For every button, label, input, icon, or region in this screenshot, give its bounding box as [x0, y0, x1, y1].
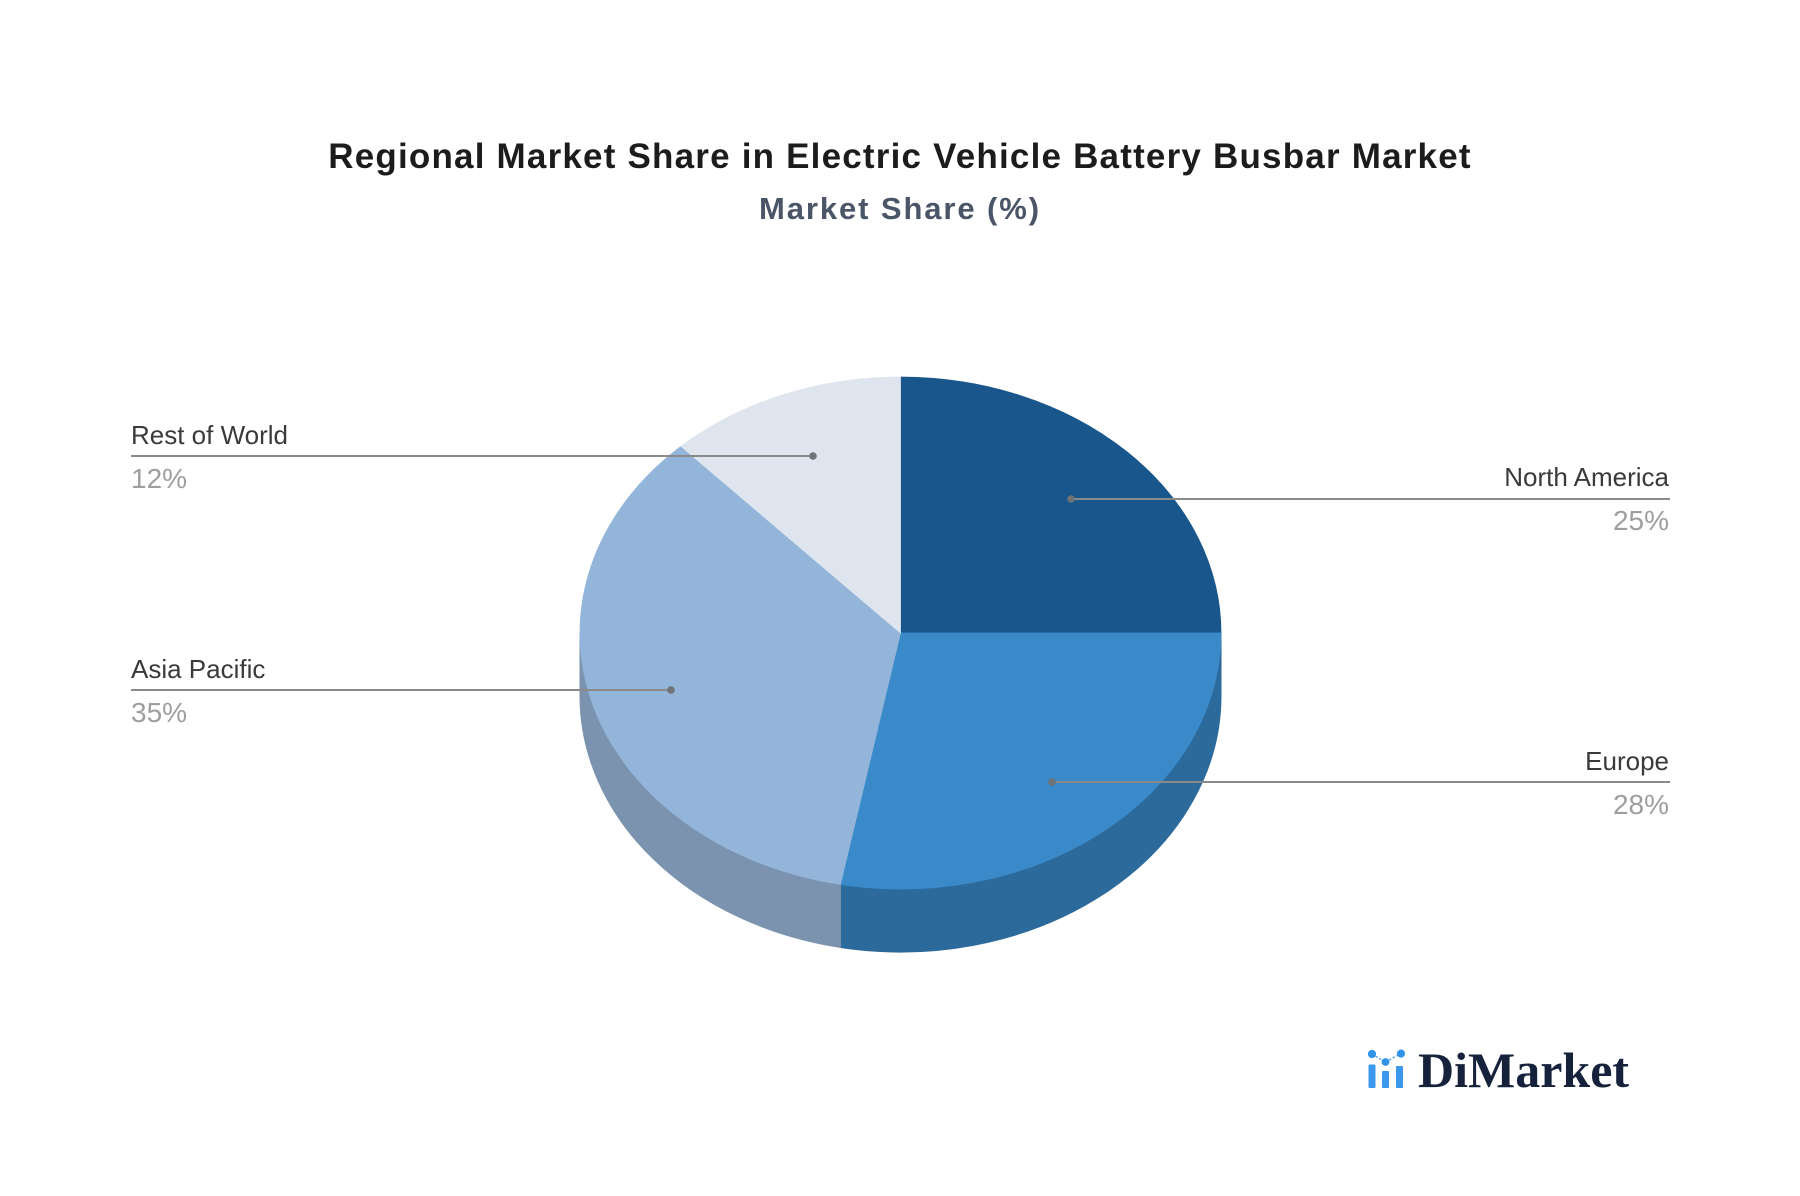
svg-text:28%: 28% — [1613, 789, 1669, 820]
svg-text:35%: 35% — [131, 697, 187, 728]
svg-text:DiMarket: DiMarket — [1418, 1042, 1629, 1098]
svg-text:Rest of World: Rest of World — [131, 420, 288, 450]
svg-text:Asia Pacific: Asia Pacific — [131, 654, 265, 684]
svg-text:North America: North America — [1504, 462, 1669, 492]
svg-text:Market Share (%): Market Share (%) — [759, 191, 1041, 226]
svg-text:12%: 12% — [131, 463, 187, 494]
svg-text:Europe: Europe — [1585, 746, 1669, 776]
svg-text:Regional Market Share in Elect: Regional Market Share in Electric Vehicl… — [328, 137, 1472, 176]
svg-text:25%: 25% — [1613, 505, 1669, 536]
